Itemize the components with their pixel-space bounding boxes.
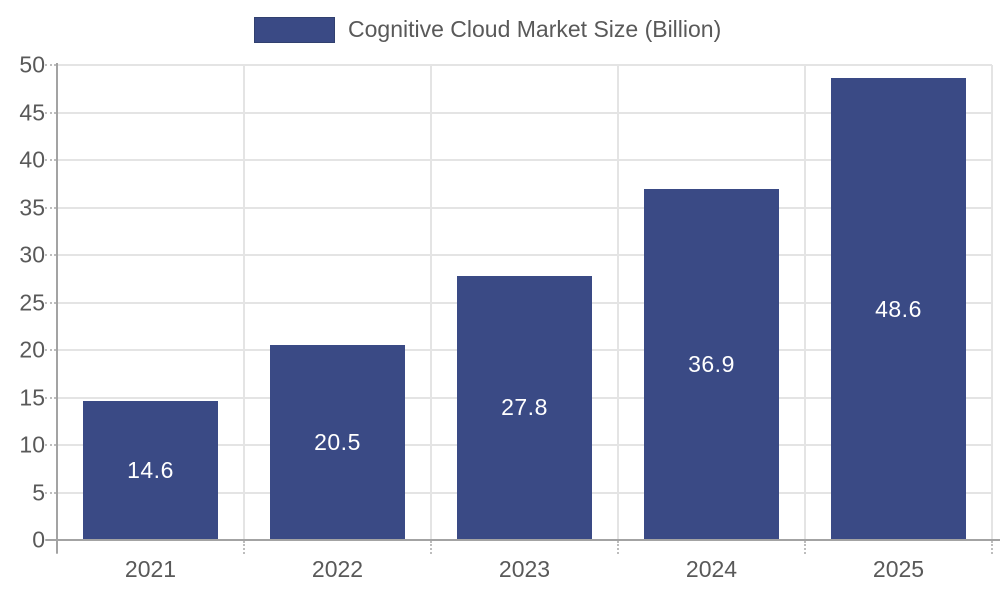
- y-tick-45: [45, 111, 56, 114]
- h-gridline-30: [57, 254, 992, 256]
- x-tick-label-2025: 2025: [872, 556, 925, 582]
- y-tick-10: [45, 444, 56, 446]
- x-tick-5: [991, 541, 993, 554]
- legend: Cognitive Cloud Market Size (Billion): [254, 16, 721, 43]
- bar-2021: 14.6: [82, 401, 219, 540]
- y-tick-30: [45, 254, 56, 256]
- y-tick-label-35: 35: [19, 194, 45, 220]
- y-axis-line: [56, 63, 58, 553]
- bar-2024: 36.9: [643, 189, 780, 540]
- bar-value-label: 20.5: [314, 429, 361, 456]
- y-tick-20: [45, 349, 56, 351]
- y-tick-35: [45, 206, 56, 209]
- v-gridline-5: [991, 65, 993, 540]
- h-gridline-35: [57, 206, 992, 209]
- y-tick-label-30: 30: [19, 241, 45, 268]
- v-gridline-4: [804, 65, 806, 540]
- bar-2022: 20.5: [269, 345, 406, 540]
- x-tick-label-2023: 2023: [498, 556, 551, 582]
- legend-swatch: [254, 16, 335, 43]
- bar-value-label: 14.6: [127, 457, 174, 484]
- y-tick-15: [45, 396, 56, 399]
- h-gridline-40: [57, 159, 992, 161]
- y-tick-label-10: 10: [19, 431, 45, 458]
- y-tick-label-45: 45: [19, 99, 45, 125]
- y-tick-label-20: 20: [19, 336, 45, 363]
- y-tick-label-40: 40: [19, 146, 45, 173]
- legend-label: Cognitive Cloud Market Size (Billion): [348, 16, 722, 42]
- y-tick-label-5: 5: [32, 479, 45, 505]
- bar-value-label: 36.9: [688, 351, 735, 378]
- bar-2023: 27.8: [456, 275, 593, 540]
- y-tick-label-25: 25: [19, 289, 45, 315]
- v-gridline-2: [430, 65, 432, 540]
- y-tick-label-50: 50: [19, 51, 45, 78]
- x-tick-1: [243, 541, 245, 554]
- v-gridline-3: [617, 65, 619, 540]
- v-gridline-1: [243, 65, 245, 540]
- h-gridline-50: [57, 64, 992, 66]
- y-tick-25: [45, 301, 56, 304]
- y-tick-50: [45, 64, 56, 66]
- x-tick-label-2024: 2024: [685, 556, 738, 582]
- bar-value-label: 48.6: [875, 295, 922, 322]
- plot-area: 14.6 20.5 27.8 36.9 48.6: [57, 64, 993, 540]
- x-axis-line: [46, 539, 1000, 541]
- y-tick-label-0: 0: [32, 526, 45, 553]
- y-tick-40: [45, 159, 56, 161]
- x-tick-4: [804, 541, 806, 554]
- y-tick-5: [45, 491, 56, 494]
- x-tick-label-2021: 2021: [124, 556, 177, 582]
- y-tick-label-15: 15: [19, 384, 45, 410]
- x-tick-label-2022: 2022: [311, 556, 364, 582]
- h-gridline-45: [57, 111, 992, 114]
- x-tick-3: [617, 541, 619, 554]
- bar-2025: 48.6: [830, 78, 967, 540]
- bar-value-label: 27.8: [501, 394, 548, 421]
- x-tick-2: [430, 541, 432, 554]
